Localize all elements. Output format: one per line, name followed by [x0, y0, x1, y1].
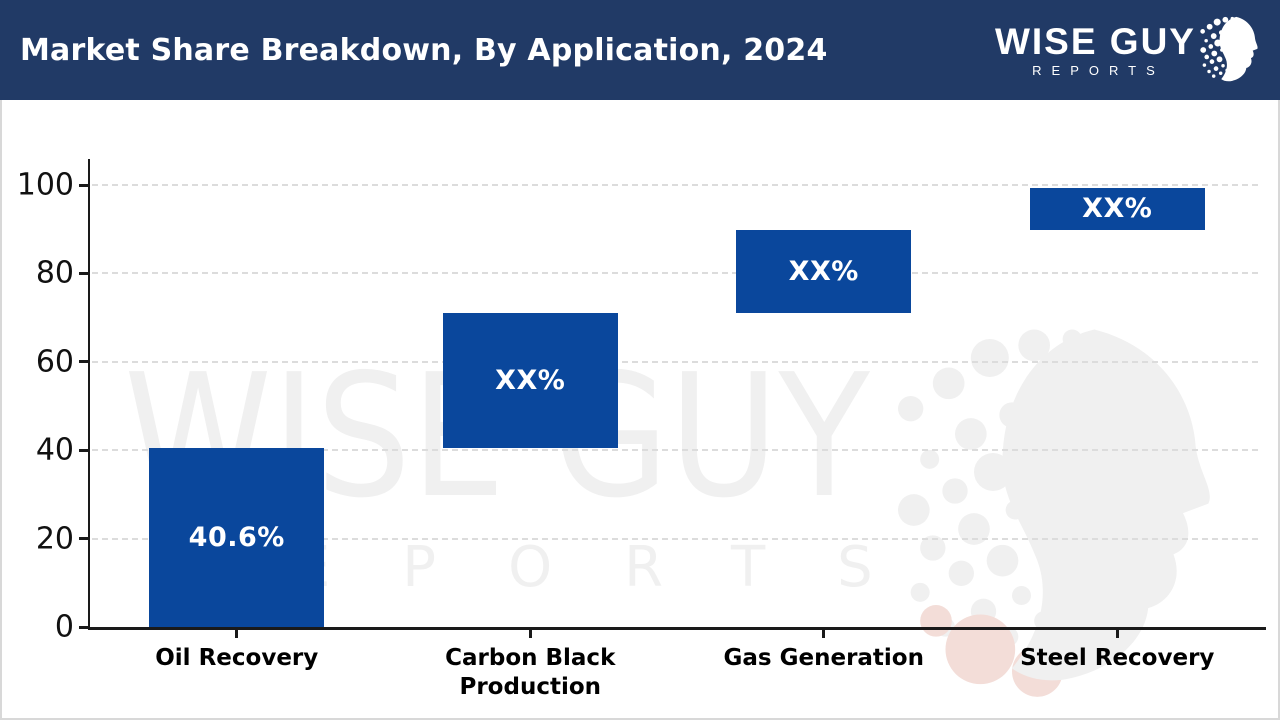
brand-logo: WISE GUY REPORTS	[995, 7, 1262, 93]
x-category-label-gas-generation: Gas Generation	[723, 645, 924, 671]
y-tick-label: 40	[35, 432, 74, 468]
x-tick-mark	[235, 630, 239, 638]
y-tick-label: 0	[54, 609, 74, 645]
brand-name: WISE GUY	[994, 20, 1196, 62]
gridline-y40	[92, 449, 1258, 452]
x-tick-mark	[528, 630, 532, 638]
watermark-head-icon	[872, 320, 1247, 700]
y-tick-mark	[79, 448, 88, 452]
gridline-y80	[92, 272, 1258, 275]
y-tick-label: 60	[35, 344, 74, 380]
x-category-label-carbon-black-production: Carbon Black Production	[445, 645, 616, 700]
gridline-y20	[92, 537, 1258, 540]
x-tick-mark	[822, 630, 826, 638]
header: Market Share Breakdown, By Application, …	[0, 0, 1280, 100]
gridline-y60	[92, 360, 1258, 363]
y-tick-mark	[79, 271, 88, 275]
y-axis-line	[88, 159, 90, 630]
brand-subtitle: REPORTS	[1032, 62, 1165, 78]
y-tick-mark	[79, 183, 88, 187]
y-tick-mark	[79, 625, 88, 629]
gridline-y100	[92, 184, 1258, 187]
y-tick-label: 100	[16, 167, 74, 203]
x-tick-mark	[1115, 630, 1119, 638]
page-title: Market Share Breakdown, By Application, …	[20, 32, 828, 68]
bar-carbon-black-production: XX%	[442, 312, 618, 448]
bar-oil-recovery: 40.6%	[149, 447, 325, 627]
y-tick-mark	[79, 360, 88, 364]
x-category-label-steel-recovery: Steel Recovery	[1020, 645, 1215, 671]
bar-value-label: 40.6%	[188, 521, 285, 553]
y-tick-label: 20	[35, 521, 74, 557]
chart-card: WISE GUY REPORTS 0 20 40 60 80 100 40.6% Oil Re…	[0, 100, 1280, 720]
y-tick-label: 80	[35, 255, 74, 291]
wiseguy-head-icon	[1198, 7, 1262, 93]
bar-value-label: XX%	[788, 255, 859, 287]
y-tick-mark	[79, 537, 88, 541]
bar-value-label: XX%	[495, 364, 566, 396]
x-category-label-oil-recovery: Oil Recovery	[155, 645, 319, 671]
x-axis-line	[88, 627, 1266, 630]
bar-gas-generation: XX%	[736, 229, 912, 313]
bar-value-label: XX%	[1082, 193, 1153, 225]
brand-logo-text: WISE GUY REPORTS	[995, 23, 1196, 78]
bar-steel-recovery: XX%	[1029, 188, 1205, 230]
plot-area: 0 20 40 60 80 100 40.6% Oil Recovery XX% Carbon B…	[17, 159, 1266, 700]
